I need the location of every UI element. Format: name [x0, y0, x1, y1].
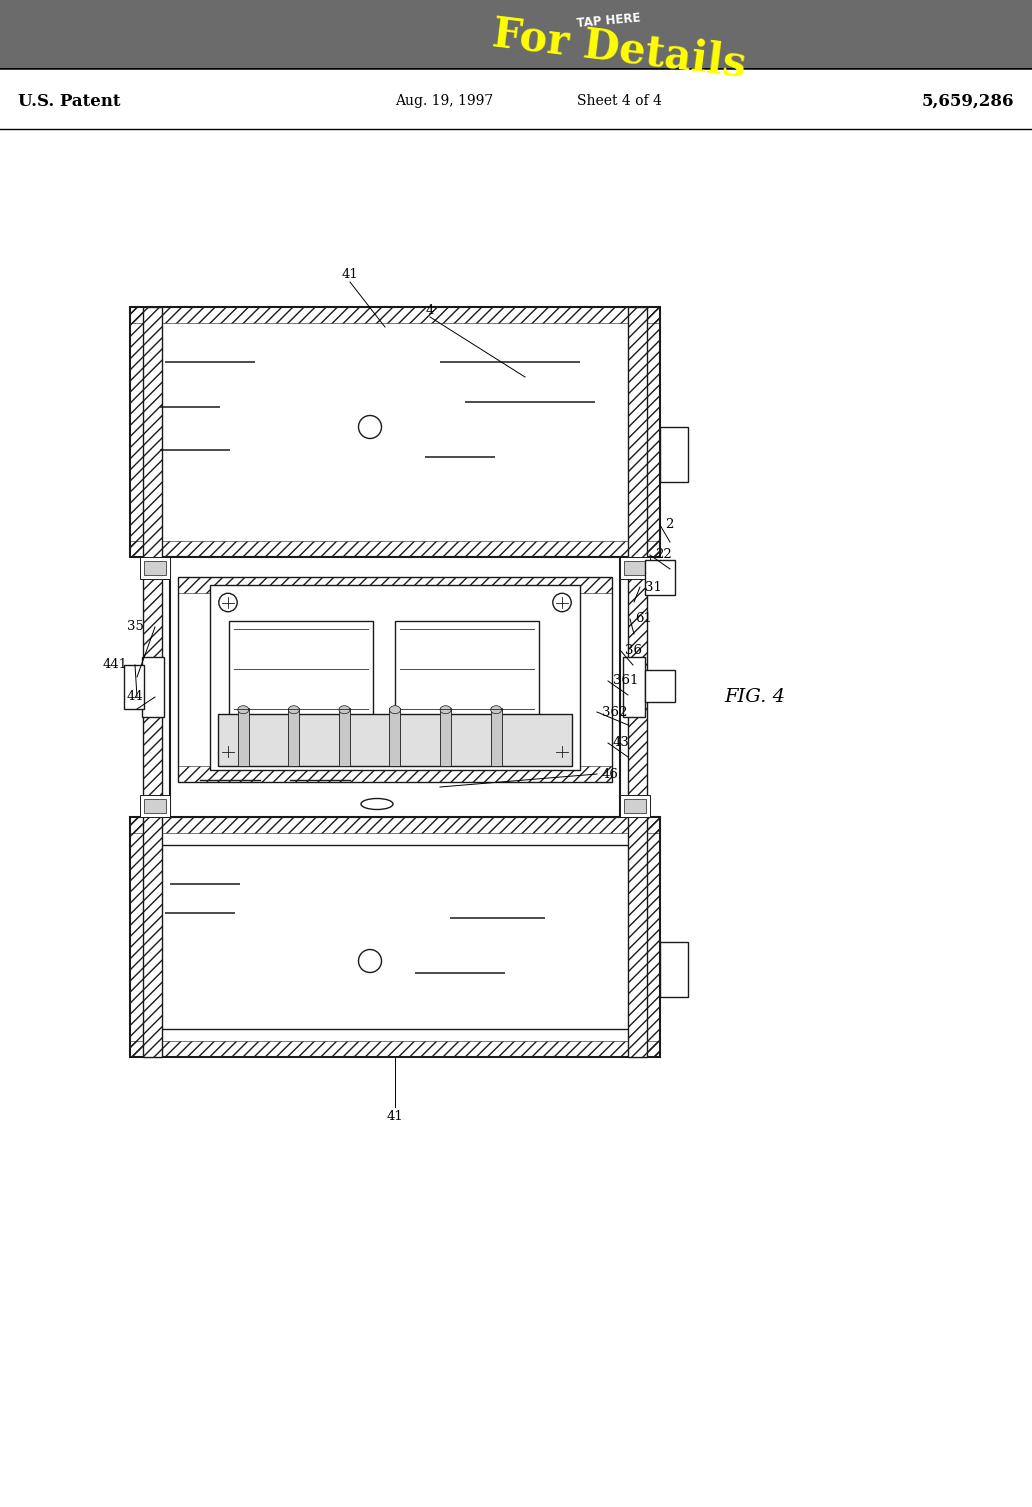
Bar: [142, 307, 161, 1056]
Text: U.S. Patent: U.S. Patent: [18, 92, 121, 110]
Bar: [628, 307, 647, 1056]
Text: Sheet 4 of 4: Sheet 4 of 4: [577, 93, 662, 109]
Text: 61: 61: [635, 612, 652, 625]
Bar: [130, 817, 660, 833]
Bar: [124, 665, 144, 708]
Circle shape: [553, 743, 571, 761]
Bar: [178, 577, 612, 782]
Bar: [620, 796, 650, 817]
Bar: [142, 657, 164, 717]
Bar: [130, 817, 146, 1056]
Text: 36: 36: [625, 643, 642, 657]
Circle shape: [219, 743, 237, 761]
Text: For Details: For Details: [490, 14, 748, 86]
Text: 2: 2: [665, 518, 673, 532]
Bar: [0, 0, 1032, 68]
Bar: [620, 558, 650, 579]
Text: 44: 44: [127, 690, 143, 704]
Bar: [178, 577, 612, 592]
Bar: [218, 714, 572, 766]
Bar: [440, 708, 451, 766]
Bar: [645, 561, 675, 595]
Bar: [389, 708, 400, 766]
Bar: [288, 708, 299, 766]
Text: Aug. 19, 1997: Aug. 19, 1997: [394, 93, 493, 109]
Bar: [660, 942, 688, 998]
Text: 4: 4: [426, 303, 434, 316]
Text: 362: 362: [602, 705, 627, 719]
Circle shape: [358, 416, 382, 439]
Circle shape: [219, 594, 237, 612]
Text: FIG. 4: FIG. 4: [724, 689, 785, 705]
Bar: [130, 817, 660, 1056]
Bar: [130, 307, 146, 558]
Bar: [644, 307, 660, 558]
Bar: [170, 558, 620, 817]
Text: 41: 41: [387, 1111, 404, 1124]
Bar: [624, 799, 646, 812]
Ellipse shape: [361, 799, 393, 809]
Ellipse shape: [288, 705, 299, 714]
Bar: [624, 561, 646, 576]
Bar: [660, 426, 688, 482]
Bar: [130, 541, 660, 558]
Text: 46: 46: [602, 767, 619, 781]
Ellipse shape: [440, 705, 451, 714]
Bar: [158, 845, 632, 1029]
Bar: [644, 817, 660, 1056]
Ellipse shape: [389, 705, 400, 714]
Bar: [139, 558, 169, 579]
Text: 361: 361: [613, 675, 639, 687]
Text: 31: 31: [645, 580, 662, 594]
Bar: [143, 561, 165, 576]
Bar: [237, 708, 249, 766]
Text: 22: 22: [655, 549, 672, 562]
Text: 35: 35: [127, 621, 143, 633]
Bar: [209, 585, 580, 770]
Bar: [623, 657, 645, 717]
Bar: [490, 708, 502, 766]
Bar: [395, 621, 539, 717]
Bar: [338, 708, 350, 766]
Text: 5,659,286: 5,659,286: [922, 92, 1014, 110]
Text: TAP HERE: TAP HERE: [577, 11, 641, 30]
Bar: [645, 671, 675, 702]
Ellipse shape: [237, 705, 249, 714]
Circle shape: [358, 949, 382, 972]
Bar: [130, 1041, 660, 1056]
Bar: [229, 621, 373, 717]
Ellipse shape: [490, 705, 502, 714]
Text: 43: 43: [613, 737, 630, 749]
Bar: [130, 307, 660, 322]
Bar: [139, 796, 169, 817]
Bar: [143, 799, 165, 812]
Text: 41: 41: [342, 268, 358, 282]
Bar: [130, 307, 660, 558]
Ellipse shape: [338, 705, 350, 714]
Text: 441: 441: [102, 659, 128, 672]
Bar: [178, 766, 612, 782]
Circle shape: [553, 594, 571, 612]
